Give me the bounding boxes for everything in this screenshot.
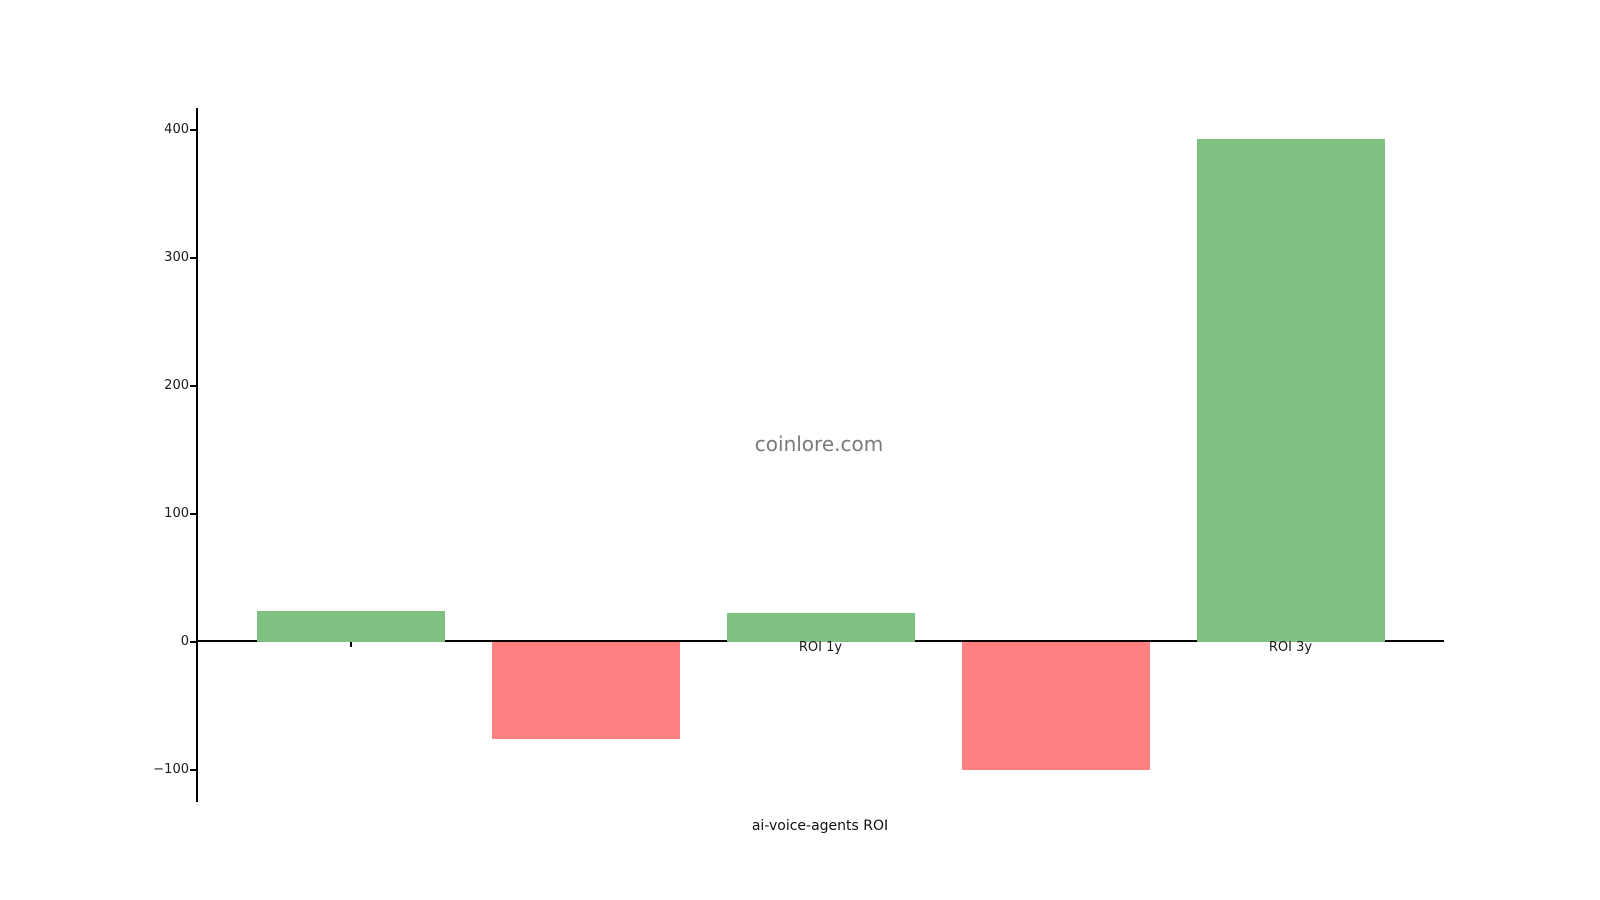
y-tick-mark <box>190 129 197 131</box>
chart-title: ai-voice-agents ROI <box>751 818 889 834</box>
y-tick-mark <box>190 769 197 771</box>
y-tick-label: 0 <box>180 634 189 649</box>
y-tick-label: 300 <box>164 250 189 265</box>
bar <box>1196 138 1385 642</box>
y-tick-mark <box>190 385 197 387</box>
y-tick-mark <box>190 257 197 259</box>
y-tick-mark <box>190 513 197 515</box>
y-axis-line <box>196 108 198 802</box>
y-tick-label: 200 <box>164 378 189 393</box>
x-tick-mark <box>349 641 352 647</box>
bar <box>491 642 680 740</box>
y-tick-label: −100 <box>153 762 189 777</box>
y-tick-label: 400 <box>164 122 189 137</box>
bar <box>256 611 445 642</box>
x-tick-label: ROI 1y <box>798 640 843 655</box>
y-tick-mark <box>190 641 197 643</box>
y-tick-label: 100 <box>164 506 189 521</box>
bar <box>961 642 1150 770</box>
x-tick-label: ROI 3y <box>1268 640 1313 655</box>
watermark-text: coinlore.com <box>754 432 884 456</box>
bar <box>726 612 915 642</box>
